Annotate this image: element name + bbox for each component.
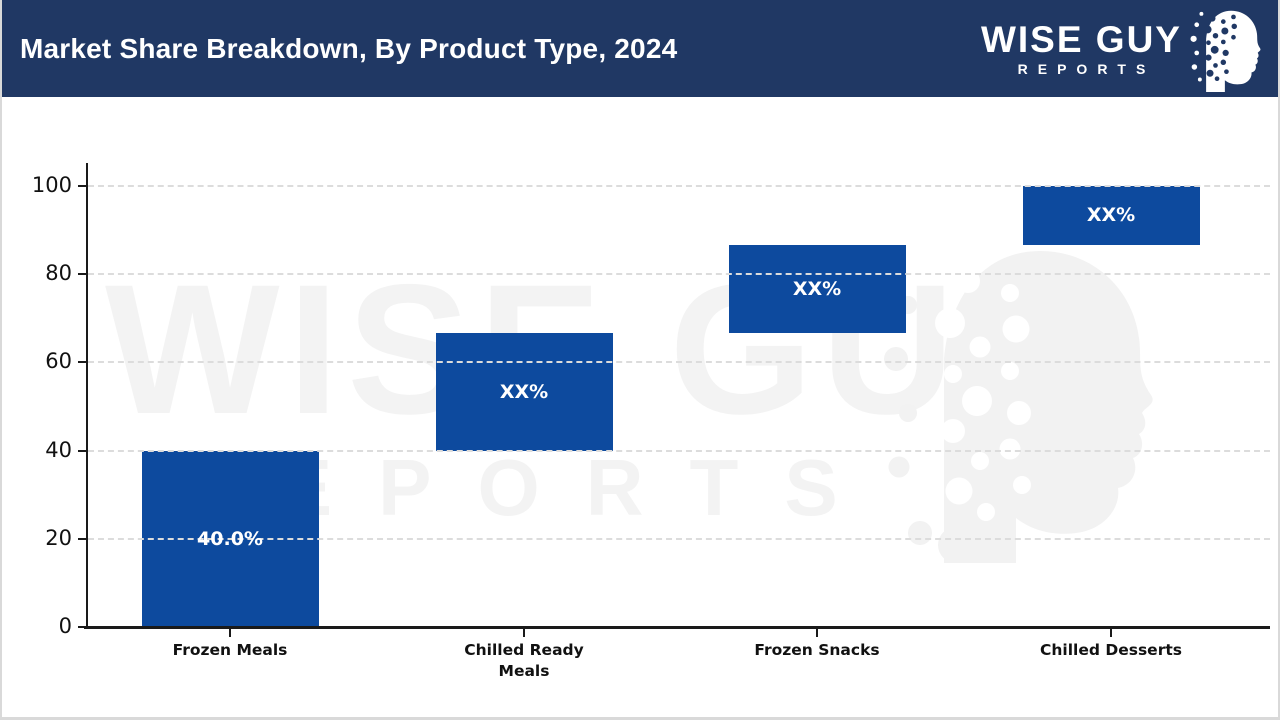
y-axis-tick-20 [78,537,86,540]
x-axis-tick-frozen-meals [229,629,231,637]
bar-chilled-ready-meals [435,332,613,451]
y-axis-tick-60 [78,361,86,364]
y-axis-tick-label-100: 100 [31,172,72,197]
bar-value-label-frozen-meals: 40.0% [197,527,263,550]
face-profile-logo-icon [1190,10,1261,92]
bar-frozen-snacks [728,244,906,333]
header-bar: Market Share Breakdown, By Product Type,… [0,0,1280,97]
y-axis-tick-label-0: 0 [58,614,72,638]
logo-brand-bottom: REPORTS [1017,60,1156,77]
page-title: Market Share Breakdown, By Product Type,… [20,32,678,64]
y-axis-tick-label-20: 20 [45,525,72,550]
x-axis-tick-frozen-snacks [816,629,818,637]
bar-value-label-chilled-desserts: XX% [1086,204,1136,227]
bar-value-label-chilled-ready-meals: XX% [499,380,549,403]
bar-chilled-desserts [1022,185,1200,245]
x-axis-line [84,626,1270,629]
x-axis-category-label-frozen-snacks: Frozen Snacks [754,641,880,659]
y-axis-line [86,163,88,629]
y-axis-tick-label-60: 60 [45,349,72,374]
y-axis-tick-label-80: 80 [45,261,72,286]
frame-border-right [1278,0,1280,720]
y-axis-tick-100 [78,184,86,187]
y-axis-tick-label-40: 40 [45,437,72,462]
x-axis-category-label-frozen-meals: Frozen Meals [172,641,288,659]
y-axis-tick-0 [78,626,86,628]
logo-wordmark: WISE GUY REPORTS [981,21,1182,77]
logo-brand-top: WISE GUY [980,18,1182,60]
x-axis-tick-chilled-ready-meals [523,629,525,637]
watermark-face-profile [884,251,1153,563]
frame-border-left [0,0,2,720]
y-axis-tick-40 [78,449,86,452]
frame-border-bottom [0,717,1280,720]
x-axis-category-label-chilled-desserts: Chilled Desserts [1040,641,1182,659]
y-axis-tick-80 [78,273,86,276]
x-axis-category-label-chilled-ready-meals: Chilled Ready Meals [464,641,584,680]
x-axis-tick-chilled-desserts [1110,629,1112,637]
bar-value-label-frozen-snacks: XX% [792,277,842,300]
wise-guy-reports-logo: WISE GUY REPORTS [981,6,1270,92]
